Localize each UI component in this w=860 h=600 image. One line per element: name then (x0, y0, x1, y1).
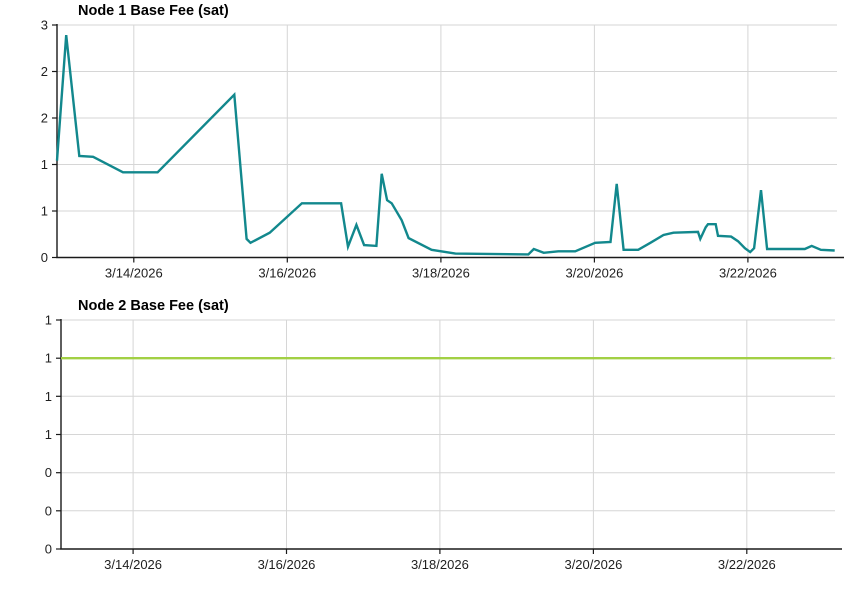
y-tick-label: 3 (41, 18, 48, 33)
x-tick-label: 3/14/2026 (105, 266, 163, 281)
node1-base-fee-line (55, 34, 835, 256)
y-tick-label: 0 (45, 465, 52, 480)
x-tick-label: 3/20/2026 (565, 266, 623, 281)
y-tick-label: 1 (45, 389, 52, 404)
y-tick-label: 1 (41, 157, 48, 172)
x-tick-labels: 3/14/2026 3/16/2026 3/18/2026 3/20/2026 3/22… (104, 557, 776, 572)
x-tick-label: 3/22/2026 (719, 266, 777, 281)
gridlines (57, 24, 837, 258)
node2-base-fee-chart: Node 2 Base Fee (sat) 3/14/2026 3/16/2026… (0, 295, 860, 600)
node2-chart-canvas: 3/14/2026 3/16/2026 3/18/2026 3/20/2026 3/22… (45, 313, 842, 572)
y-tick-labels: 1 1 1 1 0 0 0 (45, 313, 52, 557)
y-tick-label: 1 (45, 427, 52, 442)
x-tick-label: 3/22/2026 (718, 557, 776, 572)
node1-chart-title: Node 1 Base Fee (sat) (78, 3, 229, 19)
node2-chart-title: Node 2 Base Fee (sat) (78, 298, 229, 314)
y-tick-label: 1 (45, 313, 52, 328)
tick-marks (56, 319, 748, 554)
x-tick-label: 3/20/2026 (564, 557, 622, 572)
y-tick-label: 2 (41, 64, 48, 79)
x-tick-label: 3/18/2026 (411, 557, 469, 572)
axes (56, 24, 844, 259)
x-tick-label: 3/14/2026 (104, 557, 162, 572)
y-tick-label: 1 (41, 204, 48, 219)
y-tick-label: 0 (45, 503, 52, 518)
x-tick-label: 3/16/2026 (258, 266, 316, 281)
y-tick-label: 2 (41, 111, 48, 126)
y-tick-label: 0 (41, 250, 48, 265)
y-tick-labels: 3 2 2 1 1 0 (41, 18, 48, 266)
x-tick-labels: 3/14/2026 3/16/2026 3/18/2026 3/20/2026 3/22… (105, 266, 777, 281)
y-tick-label: 1 (45, 351, 52, 366)
x-tick-label: 3/18/2026 (412, 266, 470, 281)
y-tick-label: 0 (45, 542, 52, 557)
node1-base-fee-chart: Node 1 Base Fee (sat) 3/14/2026 3/16/2026… (0, 0, 860, 295)
node1-chart-canvas: 3/14/2026 3/16/2026 3/18/2026 3/20/2026 3/22… (41, 18, 844, 281)
gridlines (61, 319, 835, 549)
tick-marks (52, 24, 749, 263)
x-tick-label: 3/16/2026 (258, 557, 316, 572)
